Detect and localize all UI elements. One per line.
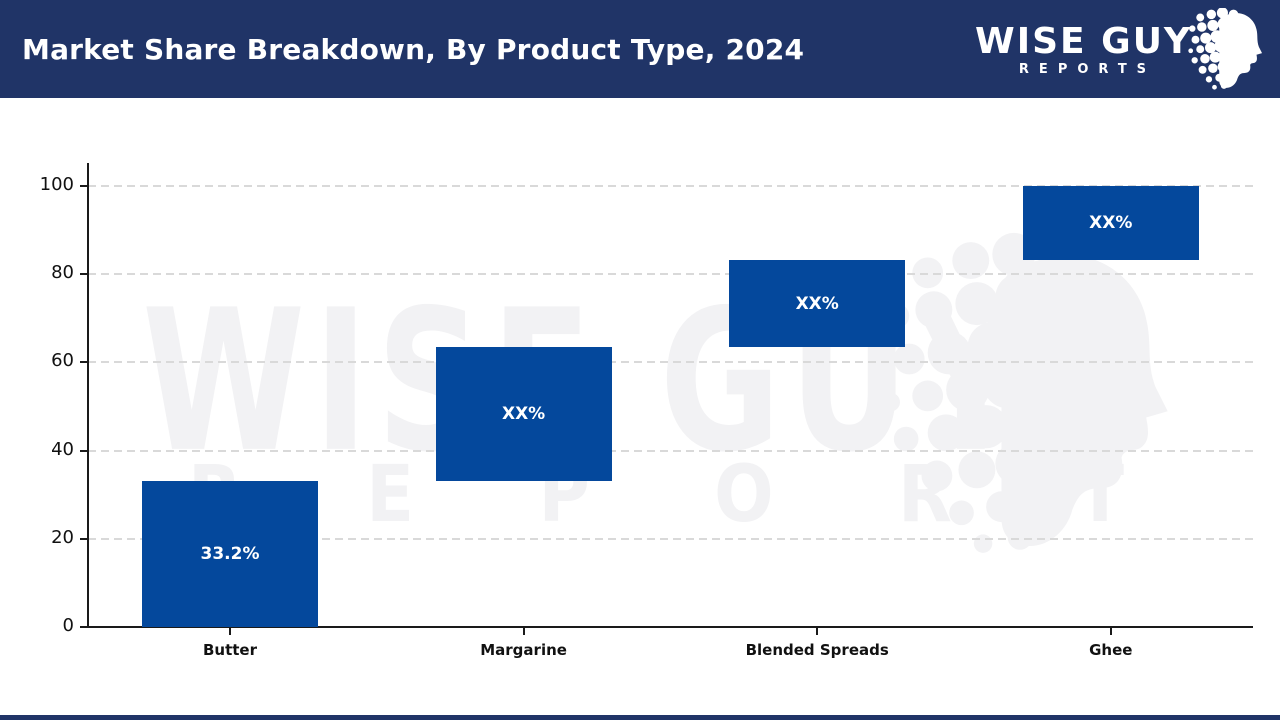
- y-axis-line: [87, 163, 89, 628]
- gridline-20: [88, 537, 1253, 540]
- x-axis-tick: [816, 628, 819, 635]
- gridline-80: [88, 273, 1253, 276]
- x-axis-category-label: Margarine: [480, 641, 567, 659]
- bar-ghee: XX%: [1022, 186, 1199, 261]
- bar-butter: 33.2%: [142, 480, 318, 627]
- gridline-60: [88, 361, 1253, 364]
- y-axis-tick-0: [80, 626, 87, 628]
- y-axis-tick-40: [80, 449, 87, 452]
- bar-value-label: XX%: [795, 293, 839, 314]
- y-axis-tick-label: 20: [51, 526, 74, 548]
- header-bar: Market Share Breakdown, By Product Type,…: [0, 0, 1280, 98]
- x-axis-line: [87, 626, 1253, 628]
- y-axis-tick-label: 100: [39, 174, 74, 195]
- x-axis-tick: [229, 628, 231, 635]
- bar-blended-spreads: XX%: [729, 260, 906, 348]
- x-axis-category-label: Butter: [202, 641, 258, 659]
- y-axis-tick-80: [80, 273, 87, 276]
- y-axis-tick-label: 60: [51, 350, 74, 372]
- page-title: Market Share Breakdown, By Product Type,…: [22, 32, 805, 66]
- y-axis-tick-label: 0: [62, 615, 74, 636]
- x-axis-tick: [1109, 628, 1112, 635]
- logo-wiseguy-label: WISE GUY: [974, 20, 1192, 62]
- bar-value-label: XX%: [1089, 213, 1133, 234]
- y-axis-tick-60: [80, 361, 87, 364]
- wiseguy-face-icon: [1178, 7, 1270, 92]
- wiseguy-logo: WISE GUY REPORTS: [974, 7, 1270, 92]
- bar-margarine: XX%: [435, 347, 612, 481]
- y-axis-tick-label: 80: [51, 262, 74, 284]
- y-axis-tick-label: 40: [51, 438, 74, 460]
- x-axis-category-label: Blended Spreads: [745, 641, 889, 659]
- footer-accent-bar: [0, 715, 1280, 720]
- gridline-100: [88, 185, 1253, 187]
- bar-value-label: 33.2%: [200, 543, 260, 564]
- y-axis-tick-100: [80, 185, 87, 187]
- y-axis-tick-20: [80, 537, 87, 540]
- gridline-40: [88, 449, 1253, 452]
- x-axis-category-label: Ghee: [1089, 641, 1133, 659]
- x-axis-tick: [522, 628, 525, 635]
- wiseguy-logo-text: WISE GUY REPORTS: [974, 20, 1192, 78]
- logo-reports-label: REPORTS: [1018, 62, 1157, 78]
- bar-value-label: XX%: [501, 403, 546, 424]
